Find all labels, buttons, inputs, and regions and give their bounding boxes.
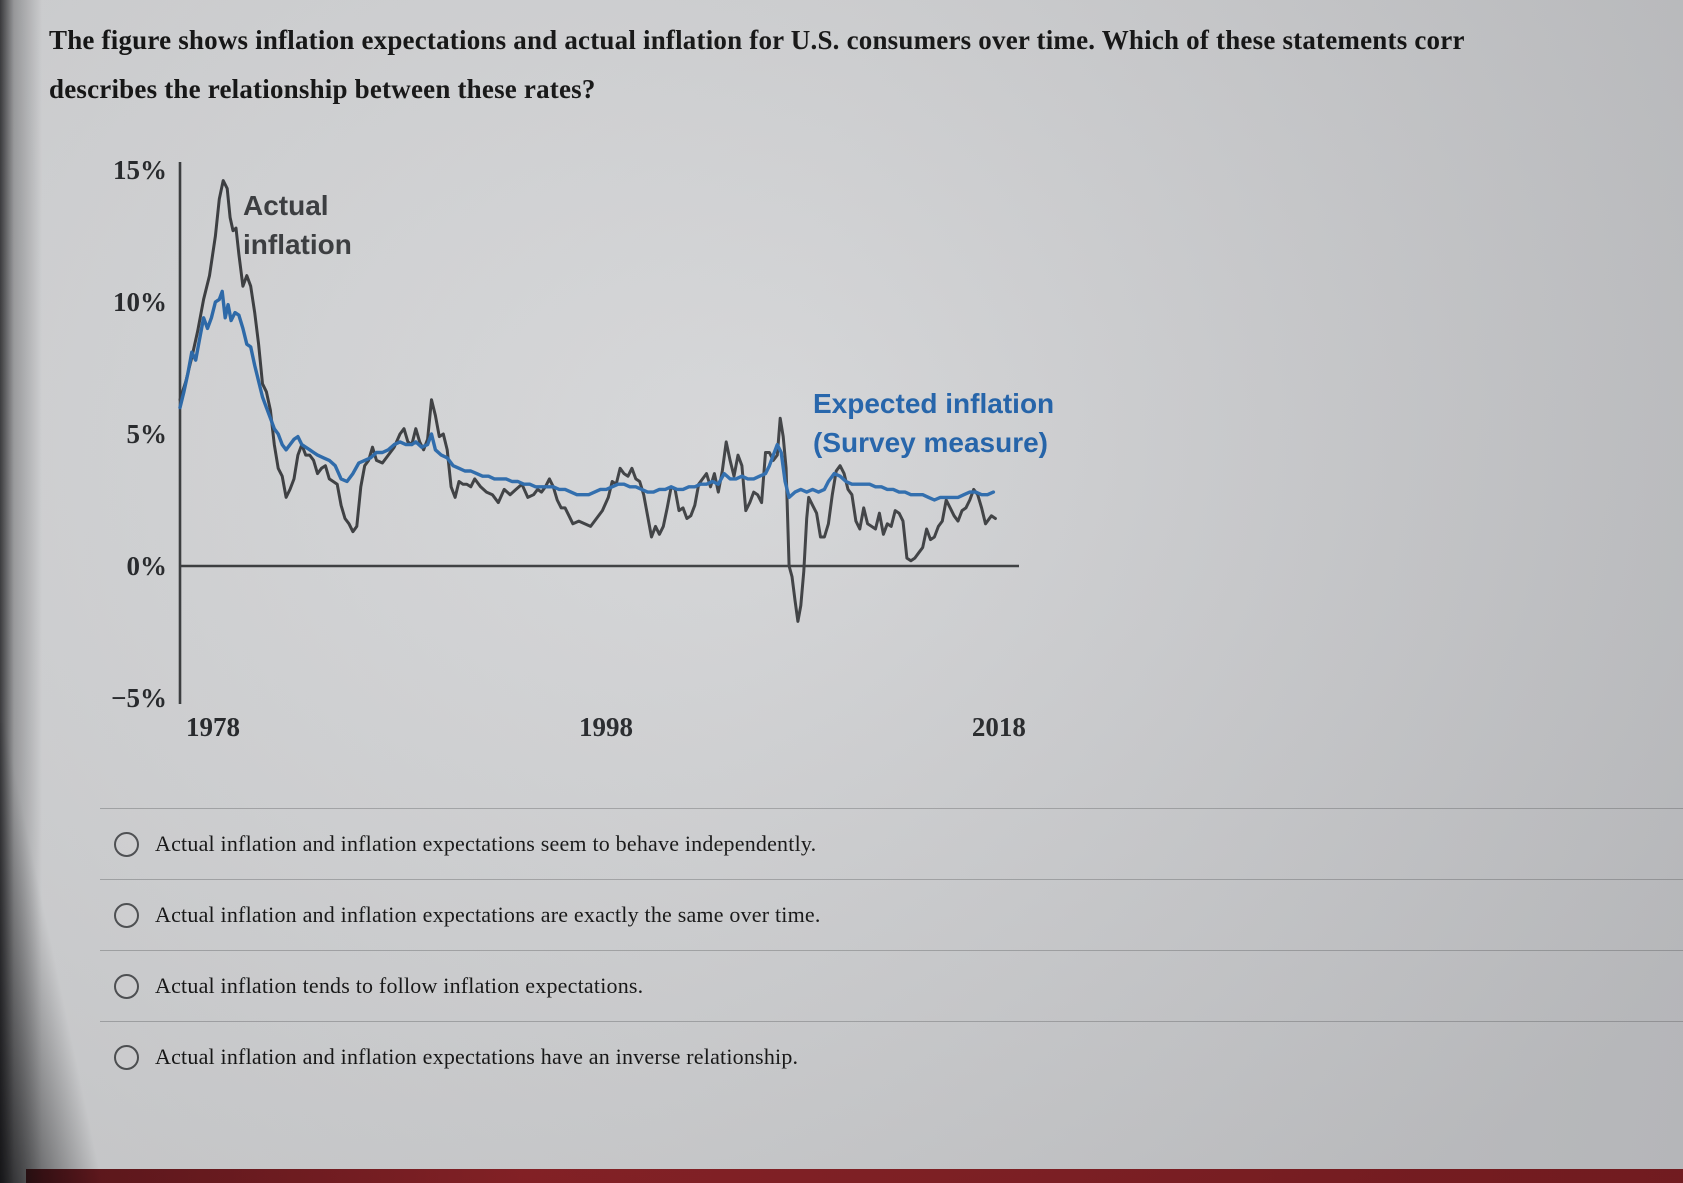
x-tick-label: 1978 <box>186 712 240 742</box>
y-tick-label: 10% <box>113 287 167 317</box>
expected-inflation-survey-measure-line <box>178 289 996 502</box>
y-tick-label: −5% <box>111 683 167 713</box>
radio-button-3[interactable] <box>114 973 139 999</box>
actual-inflation-series-label: Actual inflation <box>243 186 352 264</box>
option-label-4: Actual inflation and inflation expectati… <box>155 1044 799 1069</box>
radio-button-4[interactable] <box>114 1044 139 1070</box>
y-tick-label: 0% <box>127 551 168 581</box>
y-tick-label: 15% <box>113 155 167 185</box>
option-label-3: Actual inflation tends to follow inflati… <box>155 973 644 998</box>
option-row-1[interactable]: Actual inflation and inflation expectati… <box>100 808 1683 879</box>
radio-button-1[interactable] <box>114 831 139 857</box>
x-tick-label: 2018 <box>972 712 1026 742</box>
inflation-chart-svg: 15% 10% 5% 0% −5% 1978 1998 2018 <box>111 155 1026 742</box>
question-line-1: The figure shows inflation expectations … <box>49 25 1465 55</box>
radio-button-2[interactable] <box>114 902 139 928</box>
inflation-chart: 15% 10% 5% 0% −5% 1978 1998 2018 Actual inflati… <box>40 150 1100 750</box>
actual-label-line-1: Actual <box>243 190 329 221</box>
expected-label-line-1: Expected inflation <box>813 388 1055 419</box>
expected-inflation-series-label: Expected inflation (Survey measure) <box>813 384 1054 462</box>
option-label-2: Actual inflation and inflation expectati… <box>155 902 821 927</box>
actual-label-line-2: inflation <box>243 229 352 260</box>
x-tick-label: 1998 <box>579 712 633 742</box>
expected-label-line-2: (Survey measure) <box>813 427 1049 458</box>
option-label-1: Actual inflation and inflation expectati… <box>155 831 817 856</box>
bottom-red-bar <box>26 1169 1683 1183</box>
answer-options: Actual inflation and inflation expectati… <box>100 808 1683 1092</box>
option-row-4[interactable]: Actual inflation and inflation expectati… <box>100 1021 1683 1092</box>
question-text: The figure shows inflation expectations … <box>49 16 1683 114</box>
option-row-3[interactable]: Actual inflation tends to follow inflati… <box>100 950 1683 1021</box>
question-line-2: describes the relationship between these… <box>49 74 596 104</box>
y-tick-label: 5% <box>127 419 168 449</box>
option-row-2[interactable]: Actual inflation and inflation expectati… <box>100 879 1683 950</box>
